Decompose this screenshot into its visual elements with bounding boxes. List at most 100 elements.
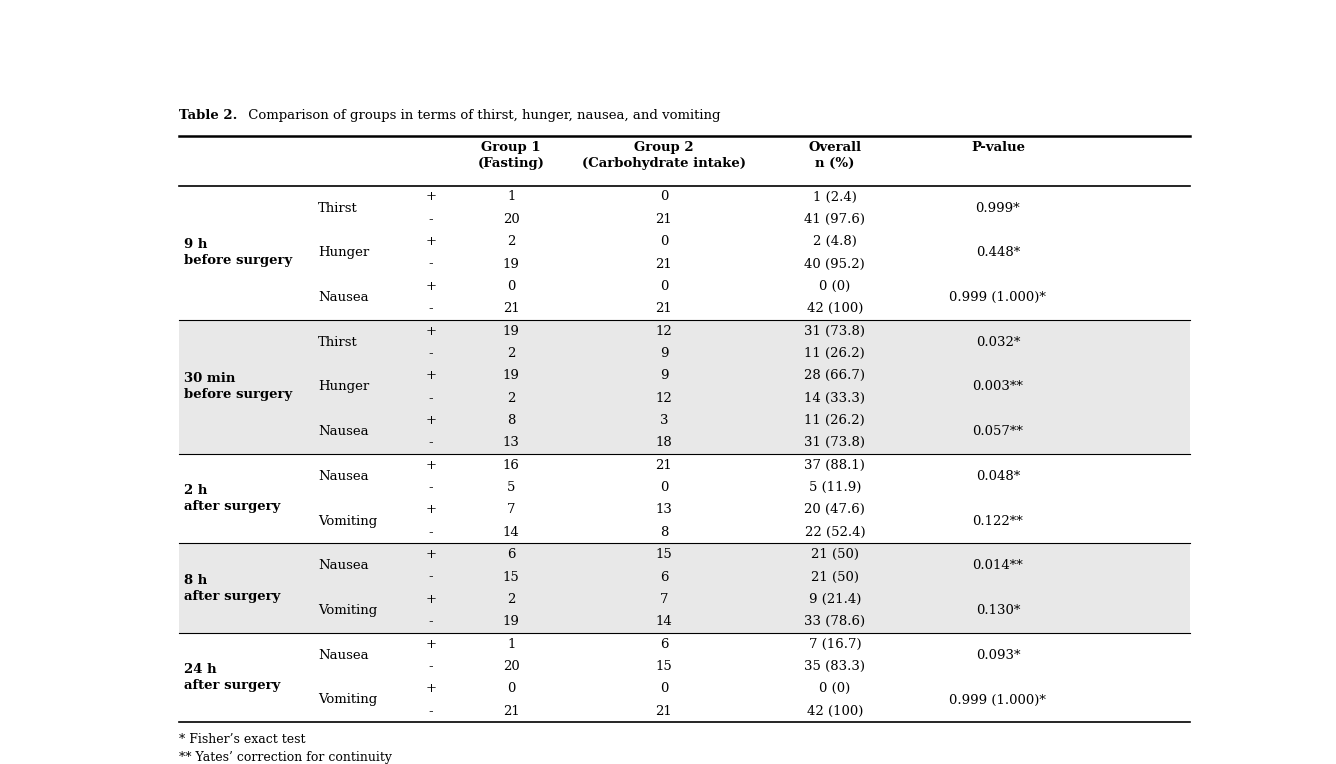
Text: 30 min
before surgery: 30 min before surgery (183, 373, 291, 402)
Text: 21: 21 (656, 303, 672, 316)
Text: Vomiting: Vomiting (318, 694, 377, 707)
Text: 9: 9 (660, 347, 668, 360)
Text: 0.448*: 0.448* (975, 246, 1019, 259)
Text: 13: 13 (656, 503, 672, 516)
Text: 15: 15 (656, 660, 672, 673)
Text: Comparison of groups in terms of thirst, hunger, nausea, and vomiting: Comparison of groups in terms of thirst,… (243, 109, 720, 122)
Text: +: + (426, 458, 437, 471)
Text: Nausea: Nausea (318, 426, 369, 439)
Text: 15: 15 (502, 571, 520, 584)
Text: -: - (429, 481, 433, 494)
Text: 5 (11.9): 5 (11.9) (808, 481, 860, 494)
Text: Nausea: Nausea (318, 291, 369, 304)
Text: 9 h
before surgery: 9 h before surgery (183, 238, 291, 267)
Text: +: + (426, 548, 437, 561)
Text: 5: 5 (508, 481, 516, 494)
Text: 1: 1 (508, 190, 516, 203)
Text: 0.014**: 0.014** (973, 559, 1023, 572)
Text: 16: 16 (502, 458, 520, 471)
Text: Hunger: Hunger (318, 246, 370, 259)
Text: 13: 13 (502, 436, 520, 449)
Bar (179, 543, 1190, 633)
Text: +: + (426, 593, 437, 606)
Text: 0: 0 (660, 190, 668, 203)
Text: +: + (426, 190, 437, 203)
Text: 0.999*: 0.999* (975, 202, 1021, 215)
Text: 2: 2 (508, 347, 516, 360)
Text: 21: 21 (656, 213, 672, 226)
Text: Nausea: Nausea (318, 470, 369, 483)
Text: 40 (95.2): 40 (95.2) (804, 257, 866, 270)
Text: 0 (0): 0 (0) (819, 280, 851, 293)
Text: 0: 0 (660, 481, 668, 494)
Text: 7: 7 (660, 593, 668, 606)
Text: 0: 0 (508, 682, 516, 695)
Text: 22 (52.4): 22 (52.4) (804, 526, 866, 539)
Text: +: + (426, 638, 437, 651)
Text: -: - (429, 303, 433, 316)
Text: 18: 18 (656, 436, 672, 449)
Text: 14: 14 (656, 615, 672, 628)
Text: 0.999 (1.000)*: 0.999 (1.000)* (950, 291, 1046, 304)
Text: 2: 2 (508, 392, 516, 405)
Text: 1: 1 (508, 638, 516, 651)
Text: 42 (100): 42 (100) (807, 704, 863, 717)
Text: 20: 20 (502, 660, 520, 673)
Text: Nausea: Nausea (318, 559, 369, 572)
Text: 8 h
after surgery: 8 h after surgery (183, 574, 281, 603)
Text: Thirst: Thirst (318, 202, 358, 215)
Text: Group 2
(Carbohydrate intake): Group 2 (Carbohydrate intake) (582, 141, 745, 170)
Bar (179, 633, 1190, 722)
Text: 0: 0 (660, 682, 668, 695)
Text: 28 (66.7): 28 (66.7) (804, 369, 866, 382)
Text: 9 (21.4): 9 (21.4) (808, 593, 860, 606)
Text: 31 (73.8): 31 (73.8) (804, 436, 866, 449)
Text: 3: 3 (660, 414, 668, 427)
Text: 42 (100): 42 (100) (807, 303, 863, 316)
Text: +: + (426, 235, 437, 248)
Text: 21 (50): 21 (50) (811, 548, 859, 561)
Text: 11 (26.2): 11 (26.2) (804, 414, 866, 427)
Bar (179, 454, 1190, 543)
Text: +: + (426, 369, 437, 382)
Text: +: + (426, 325, 437, 338)
Text: -: - (429, 347, 433, 360)
Text: 21: 21 (656, 704, 672, 717)
Text: P-value: P-value (971, 141, 1025, 154)
Text: 0.999 (1.000)*: 0.999 (1.000)* (950, 694, 1046, 707)
Text: 31 (73.8): 31 (73.8) (804, 325, 866, 338)
Text: 12: 12 (656, 392, 672, 405)
Text: 2 h
after surgery: 2 h after surgery (183, 484, 281, 513)
Text: 0: 0 (508, 280, 516, 293)
Text: 19: 19 (502, 369, 520, 382)
Text: 6: 6 (660, 571, 668, 584)
Text: Vomiting: Vomiting (318, 604, 377, 617)
Text: 2: 2 (508, 593, 516, 606)
Text: -: - (429, 615, 433, 628)
Bar (179, 186, 1190, 320)
Text: 35 (83.3): 35 (83.3) (804, 660, 866, 673)
Text: -: - (429, 660, 433, 673)
Text: 33 (78.6): 33 (78.6) (804, 615, 866, 628)
Text: 7: 7 (508, 503, 516, 516)
Text: 19: 19 (502, 257, 520, 270)
Text: -: - (429, 571, 433, 584)
Text: 15: 15 (656, 548, 672, 561)
Text: 2: 2 (508, 235, 516, 248)
Text: 20: 20 (502, 213, 520, 226)
Text: 0.122**: 0.122** (973, 515, 1023, 528)
Text: +: + (426, 503, 437, 516)
Text: -: - (429, 213, 433, 226)
Text: 0: 0 (660, 235, 668, 248)
Text: 21 (50): 21 (50) (811, 571, 859, 584)
Text: 9: 9 (660, 369, 668, 382)
Text: -: - (429, 526, 433, 539)
Text: 8: 8 (660, 526, 668, 539)
Text: +: + (426, 280, 437, 293)
Text: Nausea: Nausea (318, 649, 369, 662)
Text: Hunger: Hunger (318, 380, 370, 393)
Text: 0: 0 (660, 280, 668, 293)
Text: 21: 21 (502, 704, 520, 717)
Text: 0.048*: 0.048* (975, 470, 1019, 483)
Text: 7 (16.7): 7 (16.7) (808, 638, 862, 651)
